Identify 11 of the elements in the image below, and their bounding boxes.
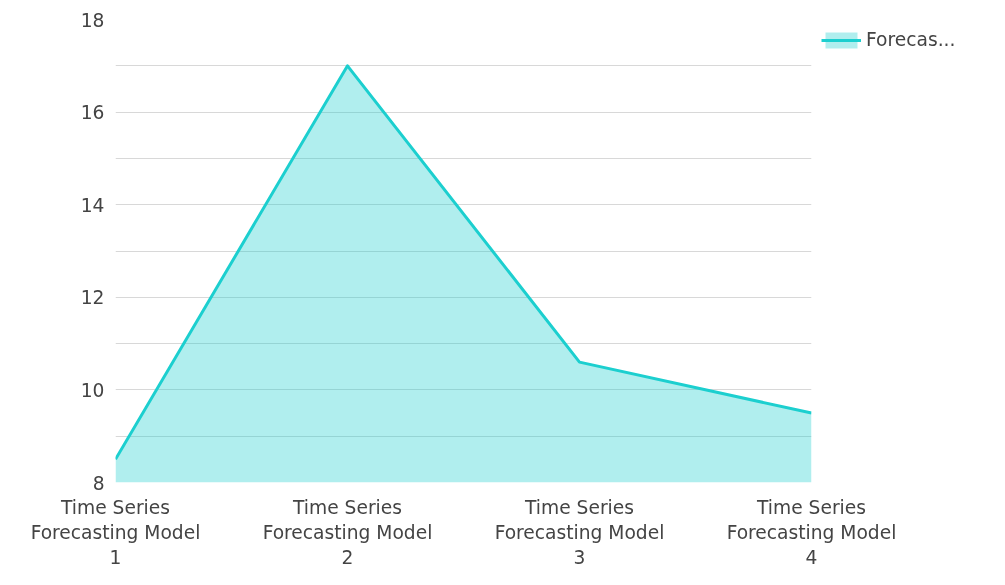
legend-label: Forecas...	[866, 29, 956, 50]
y-tick-label: 10	[80, 379, 105, 401]
y-tick-label: 16	[80, 102, 105, 124]
y-tick-label: 12	[80, 287, 105, 309]
y-tick-label: 18	[80, 9, 105, 31]
x-tick-label: Time Series Forecasting Model 2	[262, 496, 433, 568]
y-tick-label: 14	[80, 194, 105, 216]
x-tick-label: Time Series Forecasting Model 1	[30, 496, 201, 568]
x-tick-label: Time Series Forecasting Model 3	[494, 496, 665, 568]
y-tick-label: 8	[92, 472, 105, 494]
x-tick-label: Time Series Forecasting Model 4	[726, 496, 897, 568]
